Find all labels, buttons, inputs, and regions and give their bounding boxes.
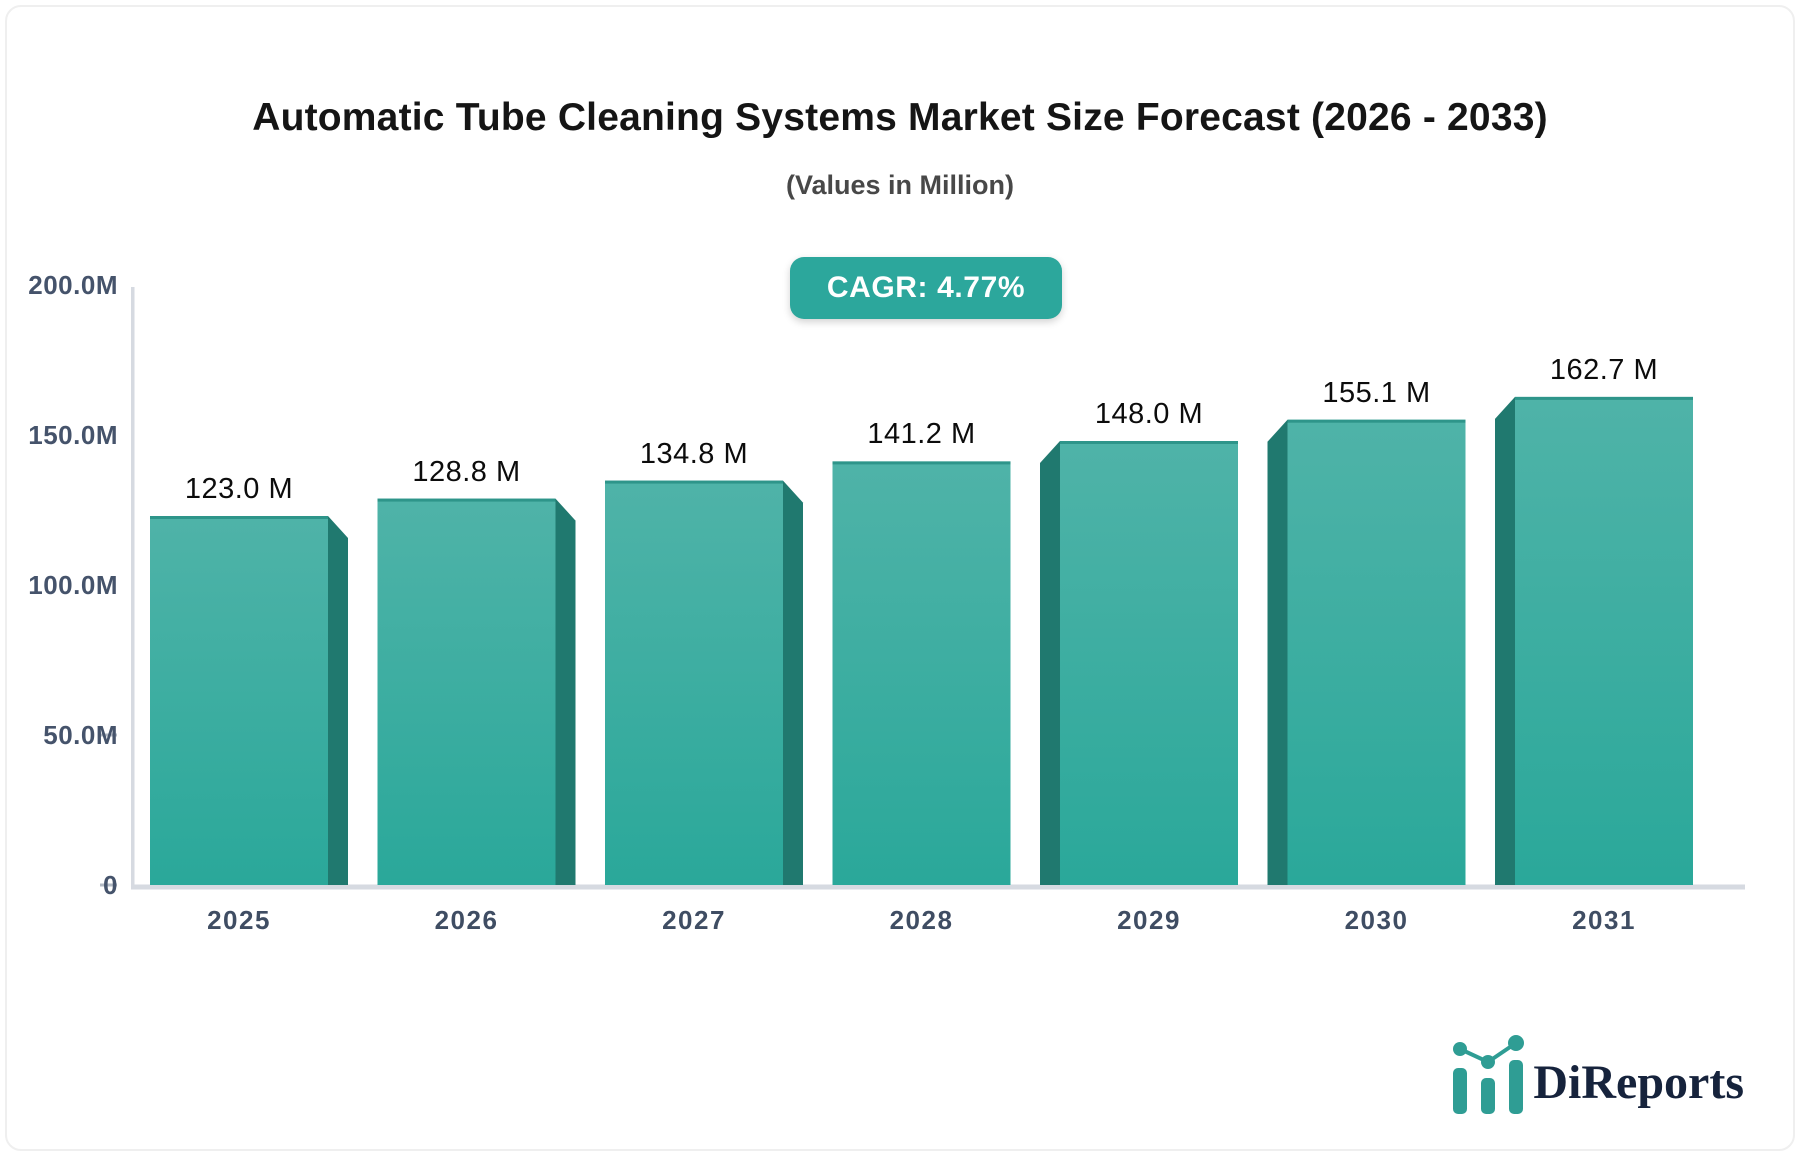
bar-2026 — [377, 498, 556, 885]
bar-2027 — [605, 480, 783, 885]
y-tick-mark — [100, 883, 117, 887]
bar-side-2025 — [328, 516, 348, 885]
x-axis-line — [131, 884, 1745, 890]
bar-top-edge-2025 — [150, 516, 328, 519]
logo-bar — [1453, 1068, 1468, 1114]
bar-top-edge-2030 — [1287, 419, 1466, 423]
bar-line-chart-icon — [1453, 1035, 1525, 1114]
bar-top-edge-2026 — [377, 498, 556, 502]
bars-layer — [150, 396, 1693, 885]
logo-bar — [1481, 1078, 1496, 1114]
y-tick-mark — [100, 733, 117, 737]
logo-bar — [1509, 1060, 1524, 1114]
logo-dot — [1481, 1055, 1496, 1069]
chart-title: Automatic Tube Cleaning Systems Market S… — [252, 96, 1548, 139]
bar-side-2031 — [1495, 396, 1515, 885]
bar-side-2026 — [555, 498, 576, 885]
bar-top-edge-2027 — [605, 480, 783, 484]
logo-text: DiReports — [1533, 1056, 1744, 1109]
axis-layer — [100, 287, 1745, 890]
bar-2030 — [1287, 419, 1466, 885]
bar-2031 — [1515, 396, 1693, 885]
bar-side-2029 — [1040, 441, 1060, 885]
chart-subtitle: (Values in Million) — [785, 170, 1015, 200]
logo-dot — [1453, 1042, 1468, 1056]
bar-top-edge-2028 — [832, 461, 1011, 465]
direports-logo: DiReports — [1451, 1035, 1744, 1116]
bar-2025 — [150, 516, 328, 885]
y-axis-line — [131, 287, 135, 889]
bar-2028 — [832, 461, 1011, 885]
bar-side-2027 — [783, 480, 803, 885]
bar-top-edge-2029 — [1060, 441, 1238, 444]
bar-side-2030 — [1267, 419, 1288, 885]
bar-top-edge-2031 — [1515, 396, 1693, 400]
bar-2029 — [1060, 441, 1238, 885]
cagr-badge: CAGR: 4.77% — [790, 257, 1062, 319]
logo-dot — [1508, 1035, 1525, 1051]
cagr-badge-label: CAGR: 4.77% — [826, 271, 1026, 304]
